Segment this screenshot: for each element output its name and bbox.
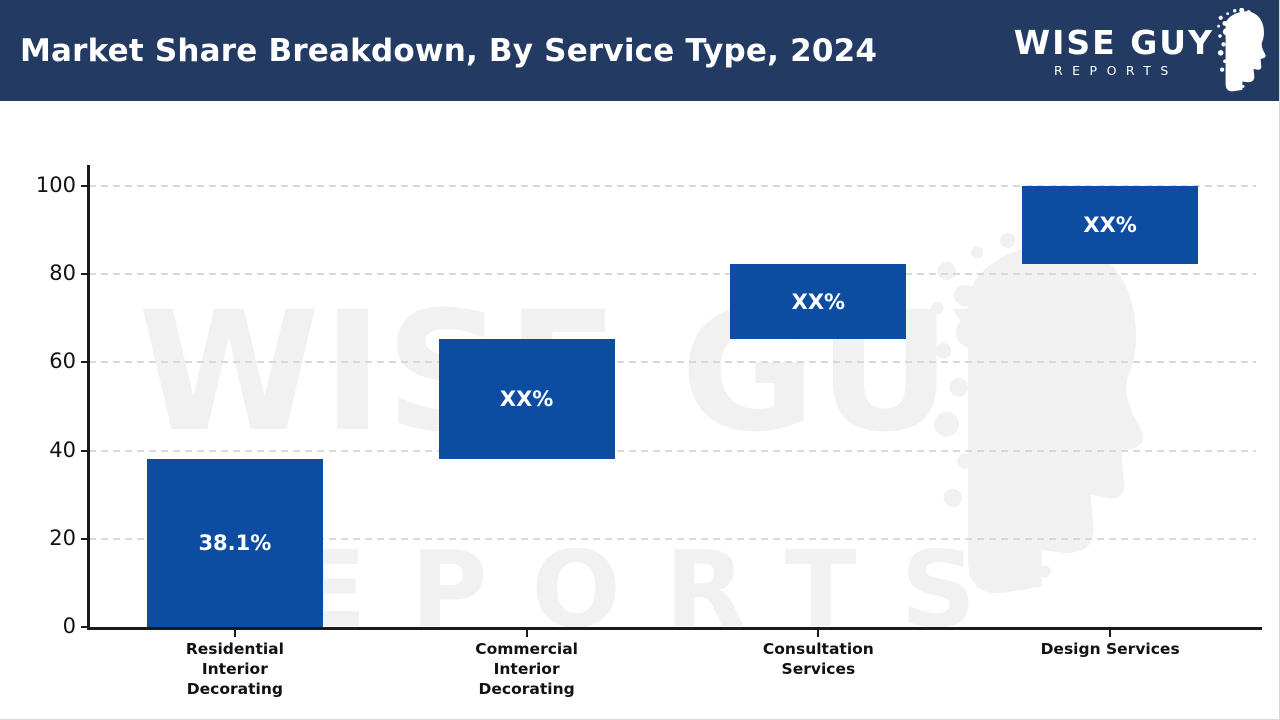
bar-design-services: XX% bbox=[1022, 186, 1199, 265]
bar-value-label: XX% bbox=[1083, 213, 1137, 238]
x-tick-consultation-services bbox=[817, 629, 820, 637]
bar-residential-interior-decorating: 38.1% bbox=[146, 458, 323, 627]
bar-commercial-interior-decorating: XX% bbox=[438, 339, 615, 459]
y-tick-100 bbox=[81, 185, 89, 187]
brand-logo-text: WISE GUY REPORTS bbox=[1014, 25, 1214, 79]
x-tick-design-services bbox=[1109, 629, 1112, 637]
y-tick-80 bbox=[81, 273, 89, 276]
category-label-commercial-interior-decorating: Commercial Interior Decorating bbox=[475, 640, 578, 698]
brand-subname: REPORTS bbox=[1053, 63, 1178, 78]
gridline-100 bbox=[89, 185, 1256, 187]
category-label-design-services: Design Services bbox=[1040, 640, 1180, 658]
y-tick-0 bbox=[81, 626, 89, 628]
category-label-residential-interior-decorating: Residential Interior Decorating bbox=[185, 640, 284, 698]
gridline-20 bbox=[89, 537, 1256, 540]
y-tick-label-60: 60 bbox=[49, 349, 76, 374]
y-tick-20 bbox=[81, 537, 89, 540]
gridline-80 bbox=[89, 273, 1256, 276]
brand-name: WISE GUY bbox=[1013, 23, 1214, 62]
y-tick-label-40: 40 bbox=[49, 437, 76, 462]
y-tick-label-0: 0 bbox=[62, 614, 76, 638]
watermark-face-icon bbox=[928, 226, 1144, 600]
y-tick-40 bbox=[81, 449, 89, 452]
y-tick-60 bbox=[81, 361, 89, 364]
gridline-60 bbox=[89, 361, 1256, 364]
bar-value-label: XX% bbox=[499, 386, 554, 411]
y-tick-label-20: 20 bbox=[49, 525, 76, 550]
bar-value-label: XX% bbox=[791, 289, 846, 314]
category-label-consultation-services: Consultation Services bbox=[762, 640, 874, 678]
x-tick-commercial-interior-decorating bbox=[525, 629, 528, 637]
chart-title: Market Share Breakdown, By Service Type,… bbox=[20, 32, 878, 69]
bar-value-label: 38.1% bbox=[198, 530, 272, 555]
brand-face-icon bbox=[1216, 7, 1266, 96]
gridline-40 bbox=[89, 449, 1256, 452]
header-bar: Market Share Breakdown, By Service Type,… bbox=[0, 0, 1279, 101]
bar-consultation-services: XX% bbox=[730, 264, 907, 340]
x-tick-residential-interior-decorating bbox=[233, 629, 236, 637]
y-tick-label-100: 100 bbox=[35, 173, 76, 197]
x-axis-line bbox=[87, 627, 1262, 630]
brand-logo: WISE GUY REPORTS bbox=[1014, 7, 1266, 96]
y-axis-line bbox=[87, 165, 90, 629]
y-tick-label-80: 80 bbox=[49, 261, 76, 286]
